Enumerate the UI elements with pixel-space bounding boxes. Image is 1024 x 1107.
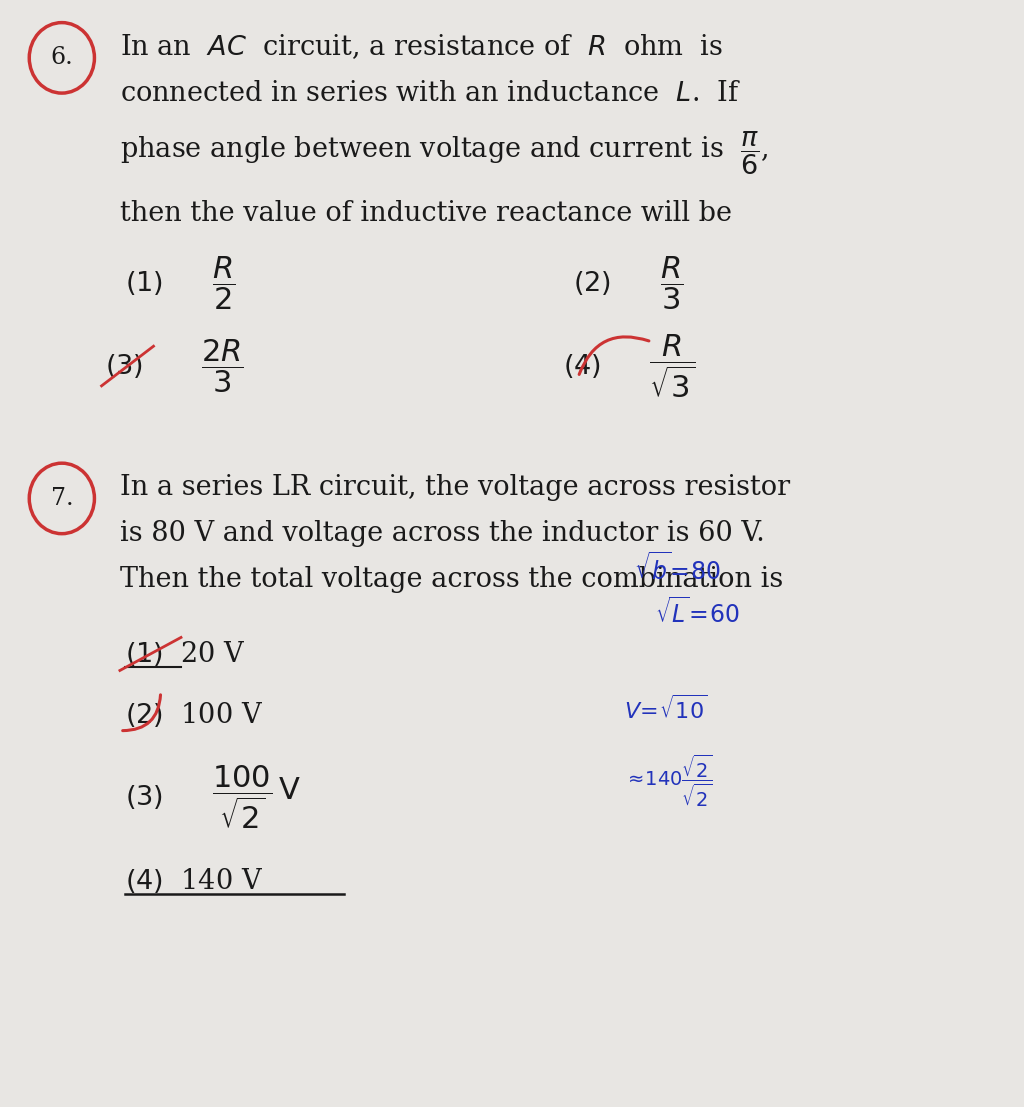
Text: $\dfrac{R}{2}$: $\dfrac{R}{2}$ (212, 254, 234, 311)
Text: then the value of inductive reactance will be: then the value of inductive reactance wi… (120, 200, 732, 227)
Text: $(4)$: $(4)$ (563, 352, 601, 380)
Text: $\dfrac{100}{\sqrt{2}}\,\mathrm{V}$: $\dfrac{100}{\sqrt{2}}\,\mathrm{V}$ (212, 764, 301, 831)
Text: $(1)$: $(1)$ (125, 269, 163, 297)
Text: $(2)$  100 V: $(2)$ 100 V (125, 700, 263, 728)
Text: 6.: 6. (50, 46, 74, 70)
Text: $\sqrt{L}\!=\!60$: $\sqrt{L}\!=\!60$ (654, 598, 739, 629)
Text: 7.: 7. (50, 487, 73, 510)
Text: In a series LR circuit, the voltage across resistor: In a series LR circuit, the voltage acro… (120, 474, 791, 500)
Text: $\approx\!140\dfrac{\sqrt{2}}{\sqrt{2}}$: $\approx\!140\dfrac{\sqrt{2}}{\sqrt{2}}$ (624, 753, 713, 809)
Text: $(4)$  140 V: $(4)$ 140 V (125, 866, 263, 896)
Text: $\dfrac{R}{3}$: $\dfrac{R}{3}$ (659, 254, 683, 311)
Text: $(2)$: $(2)$ (573, 269, 611, 297)
Text: In an  $AC$  circuit, a resistance of  $R$  ohm  is: In an $AC$ circuit, a resistance of $R$ … (120, 32, 723, 61)
Text: $\dfrac{R}{\sqrt{3}}$: $\dfrac{R}{\sqrt{3}}$ (649, 332, 696, 400)
Text: $(3)$: $(3)$ (125, 784, 163, 811)
Text: $V\!=\!\sqrt{10}$: $V\!=\!\sqrt{10}$ (624, 694, 708, 723)
Text: Then the total voltage across the combination is: Then the total voltage across the combin… (120, 567, 783, 593)
Text: phase angle between voltage and current is  $\dfrac{\pi}{6}$,: phase angle between voltage and current … (120, 130, 769, 177)
Text: connected in series with an inductance  $L$.  If: connected in series with an inductance $… (120, 80, 741, 106)
Text: $(1)$  20 V: $(1)$ 20 V (125, 640, 246, 669)
Text: $(3)$: $(3)$ (104, 352, 142, 380)
Text: $\dfrac{2R}{3}$: $\dfrac{2R}{3}$ (202, 338, 244, 395)
Text: is 80 V and voltage across the inductor is 60 V.: is 80 V and voltage across the inductor … (120, 520, 765, 547)
Text: $\sqrt{b}\!=\!80$: $\sqrt{b}\!=\!80$ (634, 552, 721, 586)
